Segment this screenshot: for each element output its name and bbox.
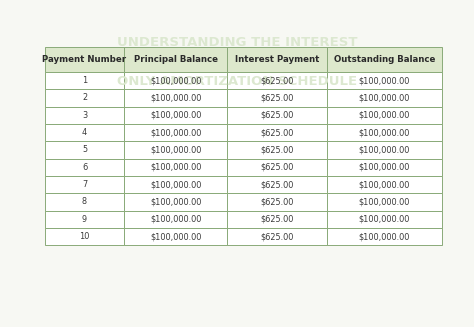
Bar: [45, 47, 124, 72]
Text: Payment Number: Payment Number: [43, 55, 127, 64]
Bar: [327, 211, 442, 228]
Bar: [45, 72, 124, 89]
Bar: [327, 72, 442, 89]
Bar: [228, 176, 327, 193]
Bar: [124, 193, 228, 211]
Bar: [228, 89, 327, 107]
Text: $100,000.00: $100,000.00: [359, 215, 410, 224]
Bar: [45, 107, 124, 124]
Bar: [45, 176, 124, 193]
Text: $100,000.00: $100,000.00: [150, 215, 201, 224]
Bar: [327, 89, 442, 107]
Bar: [327, 141, 442, 159]
Bar: [124, 176, 228, 193]
Text: $625.00: $625.00: [260, 128, 294, 137]
Text: 7: 7: [82, 180, 87, 189]
Bar: [124, 141, 228, 159]
Text: Principal Balance: Principal Balance: [134, 55, 218, 64]
Text: $100,000.00: $100,000.00: [359, 163, 410, 172]
Bar: [124, 89, 228, 107]
Bar: [327, 176, 442, 193]
Text: $100,000.00: $100,000.00: [359, 76, 410, 85]
Bar: [124, 159, 228, 176]
Text: Interest Payment: Interest Payment: [235, 55, 319, 64]
Bar: [124, 211, 228, 228]
Text: $100,000.00: $100,000.00: [150, 198, 201, 206]
Text: 10: 10: [79, 232, 90, 241]
Text: $100,000.00: $100,000.00: [359, 232, 410, 241]
Bar: [45, 159, 124, 176]
Bar: [228, 193, 327, 211]
Bar: [45, 228, 124, 245]
Bar: [327, 228, 442, 245]
Text: $625.00: $625.00: [260, 163, 294, 172]
Text: $100,000.00: $100,000.00: [359, 111, 410, 120]
Bar: [45, 141, 124, 159]
Bar: [124, 107, 228, 124]
Text: $625.00: $625.00: [260, 111, 294, 120]
Bar: [228, 141, 327, 159]
Bar: [228, 211, 327, 228]
Text: ONLY AMORTIZATION SCHEDULE: ONLY AMORTIZATION SCHEDULE: [117, 75, 357, 88]
Text: $625.00: $625.00: [260, 94, 294, 102]
Bar: [124, 47, 228, 72]
Bar: [45, 193, 124, 211]
Text: $100,000.00: $100,000.00: [150, 111, 201, 120]
Bar: [327, 159, 442, 176]
Text: $100,000.00: $100,000.00: [150, 146, 201, 154]
Bar: [228, 72, 327, 89]
Text: $100,000.00: $100,000.00: [359, 94, 410, 102]
Text: $100,000.00: $100,000.00: [359, 198, 410, 206]
Bar: [327, 193, 442, 211]
Text: Outstanding Balance: Outstanding Balance: [334, 55, 435, 64]
Bar: [327, 107, 442, 124]
Bar: [228, 107, 327, 124]
Text: 6: 6: [82, 163, 87, 172]
Text: 5: 5: [82, 146, 87, 154]
Text: 9: 9: [82, 215, 87, 224]
Text: $625.00: $625.00: [260, 76, 294, 85]
Text: 2: 2: [82, 94, 87, 102]
Text: $100,000.00: $100,000.00: [359, 128, 410, 137]
Text: 8: 8: [82, 198, 87, 206]
Text: $625.00: $625.00: [260, 146, 294, 154]
Bar: [124, 124, 228, 141]
Text: $100,000.00: $100,000.00: [150, 163, 201, 172]
Text: UNDERSTANDING THE INTEREST: UNDERSTANDING THE INTEREST: [117, 36, 357, 49]
Text: $100,000.00: $100,000.00: [150, 128, 201, 137]
Bar: [228, 228, 327, 245]
Bar: [327, 47, 442, 72]
Bar: [45, 89, 124, 107]
Text: $625.00: $625.00: [260, 232, 294, 241]
Text: $100,000.00: $100,000.00: [150, 180, 201, 189]
Text: $100,000.00: $100,000.00: [359, 180, 410, 189]
Text: $625.00: $625.00: [260, 180, 294, 189]
Bar: [327, 124, 442, 141]
Bar: [45, 211, 124, 228]
Text: $625.00: $625.00: [260, 215, 294, 224]
Text: 3: 3: [82, 111, 87, 120]
Bar: [124, 228, 228, 245]
Text: 1: 1: [82, 76, 87, 85]
Bar: [124, 72, 228, 89]
Text: $625.00: $625.00: [260, 198, 294, 206]
Text: $100,000.00: $100,000.00: [359, 146, 410, 154]
Text: $100,000.00: $100,000.00: [150, 232, 201, 241]
Text: $100,000.00: $100,000.00: [150, 76, 201, 85]
Text: $100,000.00: $100,000.00: [150, 94, 201, 102]
Bar: [228, 47, 327, 72]
Bar: [45, 124, 124, 141]
Bar: [228, 159, 327, 176]
Text: 4: 4: [82, 128, 87, 137]
Bar: [228, 124, 327, 141]
